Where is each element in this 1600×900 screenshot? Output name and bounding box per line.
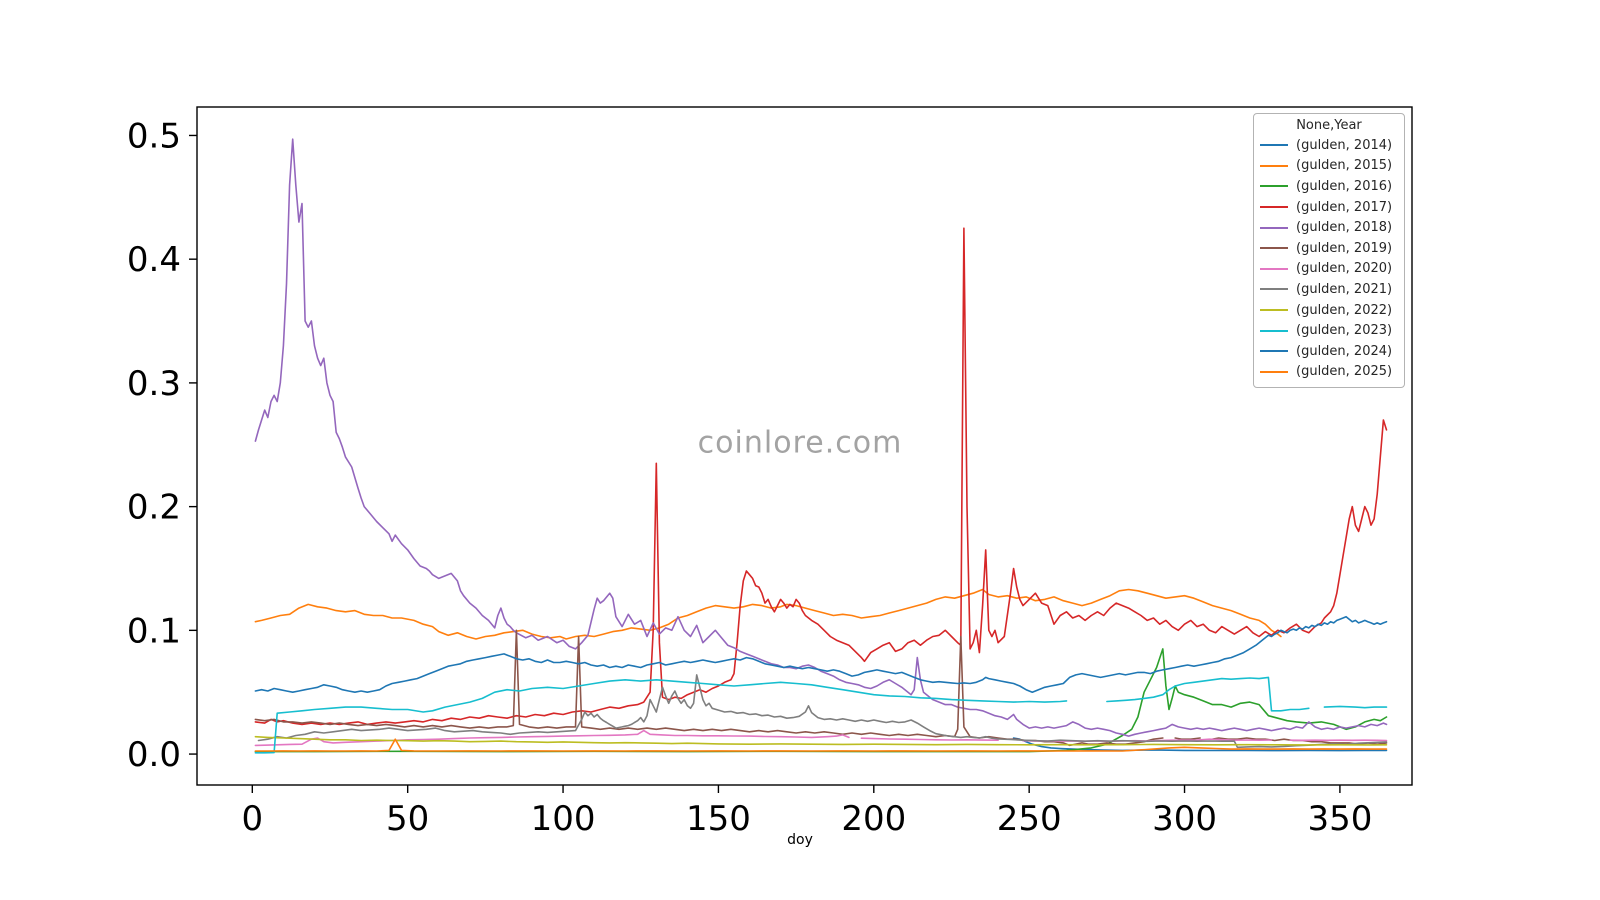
x-tick-label: 50 xyxy=(386,799,429,839)
series-line xyxy=(254,227,1388,726)
legend-item: (gulden, 2019) xyxy=(1260,238,1398,259)
legend-label: (gulden, 2022) xyxy=(1296,302,1393,318)
legend-item: (gulden, 2024) xyxy=(1260,341,1398,362)
legend-label: (gulden, 2024) xyxy=(1296,343,1393,359)
watermark: coinlore.com xyxy=(697,425,903,461)
legend-label: (gulden, 2019) xyxy=(1296,240,1393,256)
plot-frame xyxy=(196,106,1413,786)
legend-line-sample xyxy=(1260,267,1288,270)
y-tick-label: 0.0 xyxy=(127,735,181,775)
x-tick-label: 250 xyxy=(997,799,1062,839)
legend-item: (gulden, 2018) xyxy=(1260,217,1398,238)
series-line xyxy=(254,629,1388,747)
x-tick-label: 100 xyxy=(531,799,596,839)
legend-label: (gulden, 2018) xyxy=(1296,220,1393,236)
series-line xyxy=(254,615,1388,693)
legend-line-sample xyxy=(1260,370,1288,373)
legend-line-sample xyxy=(1260,309,1288,312)
legend-line-sample xyxy=(1260,206,1288,209)
legend-label: (gulden, 2025) xyxy=(1296,364,1393,380)
legend-line-sample xyxy=(1260,350,1288,353)
series-lines xyxy=(254,138,1388,754)
y-tick-label: 0.3 xyxy=(127,364,181,404)
legend-label: (gulden, 2015) xyxy=(1296,158,1393,174)
series-line xyxy=(254,676,1388,754)
axis-ticks: 0 50 100 150 200 250 300 350 0.0 0.1 0.2 0.3 0.4 0.5 xyxy=(127,116,1372,839)
legend-label: (gulden, 2017) xyxy=(1296,199,1393,215)
legend-line-sample xyxy=(1260,247,1288,250)
legend-line-sample xyxy=(1260,226,1288,229)
legend-line-sample xyxy=(1260,288,1288,291)
legend-items: (gulden, 2014) (gulden, 2015) (gulden, 201… xyxy=(1260,135,1398,382)
series-line xyxy=(257,674,1388,749)
legend: None,Year (gulden, 2014) (gulden, 2015) (g… xyxy=(1253,113,1405,389)
x-tick-label: 150 xyxy=(686,799,751,839)
y-tick-label: 0.1 xyxy=(127,611,181,651)
legend-label: (gulden, 2021) xyxy=(1296,281,1393,297)
legend-item: (gulden, 2021) xyxy=(1260,279,1398,300)
legend-item: (gulden, 2020) xyxy=(1260,259,1398,280)
x-tick-label: 300 xyxy=(1152,799,1217,839)
series-line xyxy=(254,735,1388,746)
legend-label: (gulden, 2014) xyxy=(1296,137,1393,153)
y-tick-label: 0.5 xyxy=(127,116,181,156)
legend-item: (gulden, 2025) xyxy=(1260,362,1398,383)
x-tick-label: 200 xyxy=(841,799,906,839)
y-tick-label: 0.2 xyxy=(127,488,181,528)
legend-item: (gulden, 2023) xyxy=(1260,320,1398,341)
legend-item: (gulden, 2022) xyxy=(1260,300,1398,321)
x-axis-label: doy xyxy=(787,832,813,848)
legend-item: (gulden, 2017) xyxy=(1260,197,1398,218)
x-tick-label: 0 xyxy=(241,799,263,839)
legend-line-sample xyxy=(1260,329,1288,332)
legend-label: (gulden, 2020) xyxy=(1296,261,1393,277)
x-tick-label: 350 xyxy=(1307,799,1372,839)
legend-label: (gulden, 2023) xyxy=(1296,323,1393,339)
legend-item: (gulden, 2016) xyxy=(1260,176,1398,197)
legend-item: (gulden, 2014) xyxy=(1260,135,1398,156)
legend-label: (gulden, 2016) xyxy=(1296,178,1393,194)
legend-line-sample xyxy=(1260,144,1288,147)
y-tick-label: 0.4 xyxy=(127,240,181,280)
series-line xyxy=(254,588,1282,640)
legend-title: None,Year xyxy=(1296,118,1362,133)
legend-line-sample xyxy=(1260,185,1288,188)
legend-line-sample xyxy=(1260,164,1288,167)
series-line xyxy=(254,138,1388,737)
series-line xyxy=(254,738,1388,752)
legend-item: (gulden, 2015) xyxy=(1260,156,1398,177)
series-line xyxy=(254,729,1388,747)
